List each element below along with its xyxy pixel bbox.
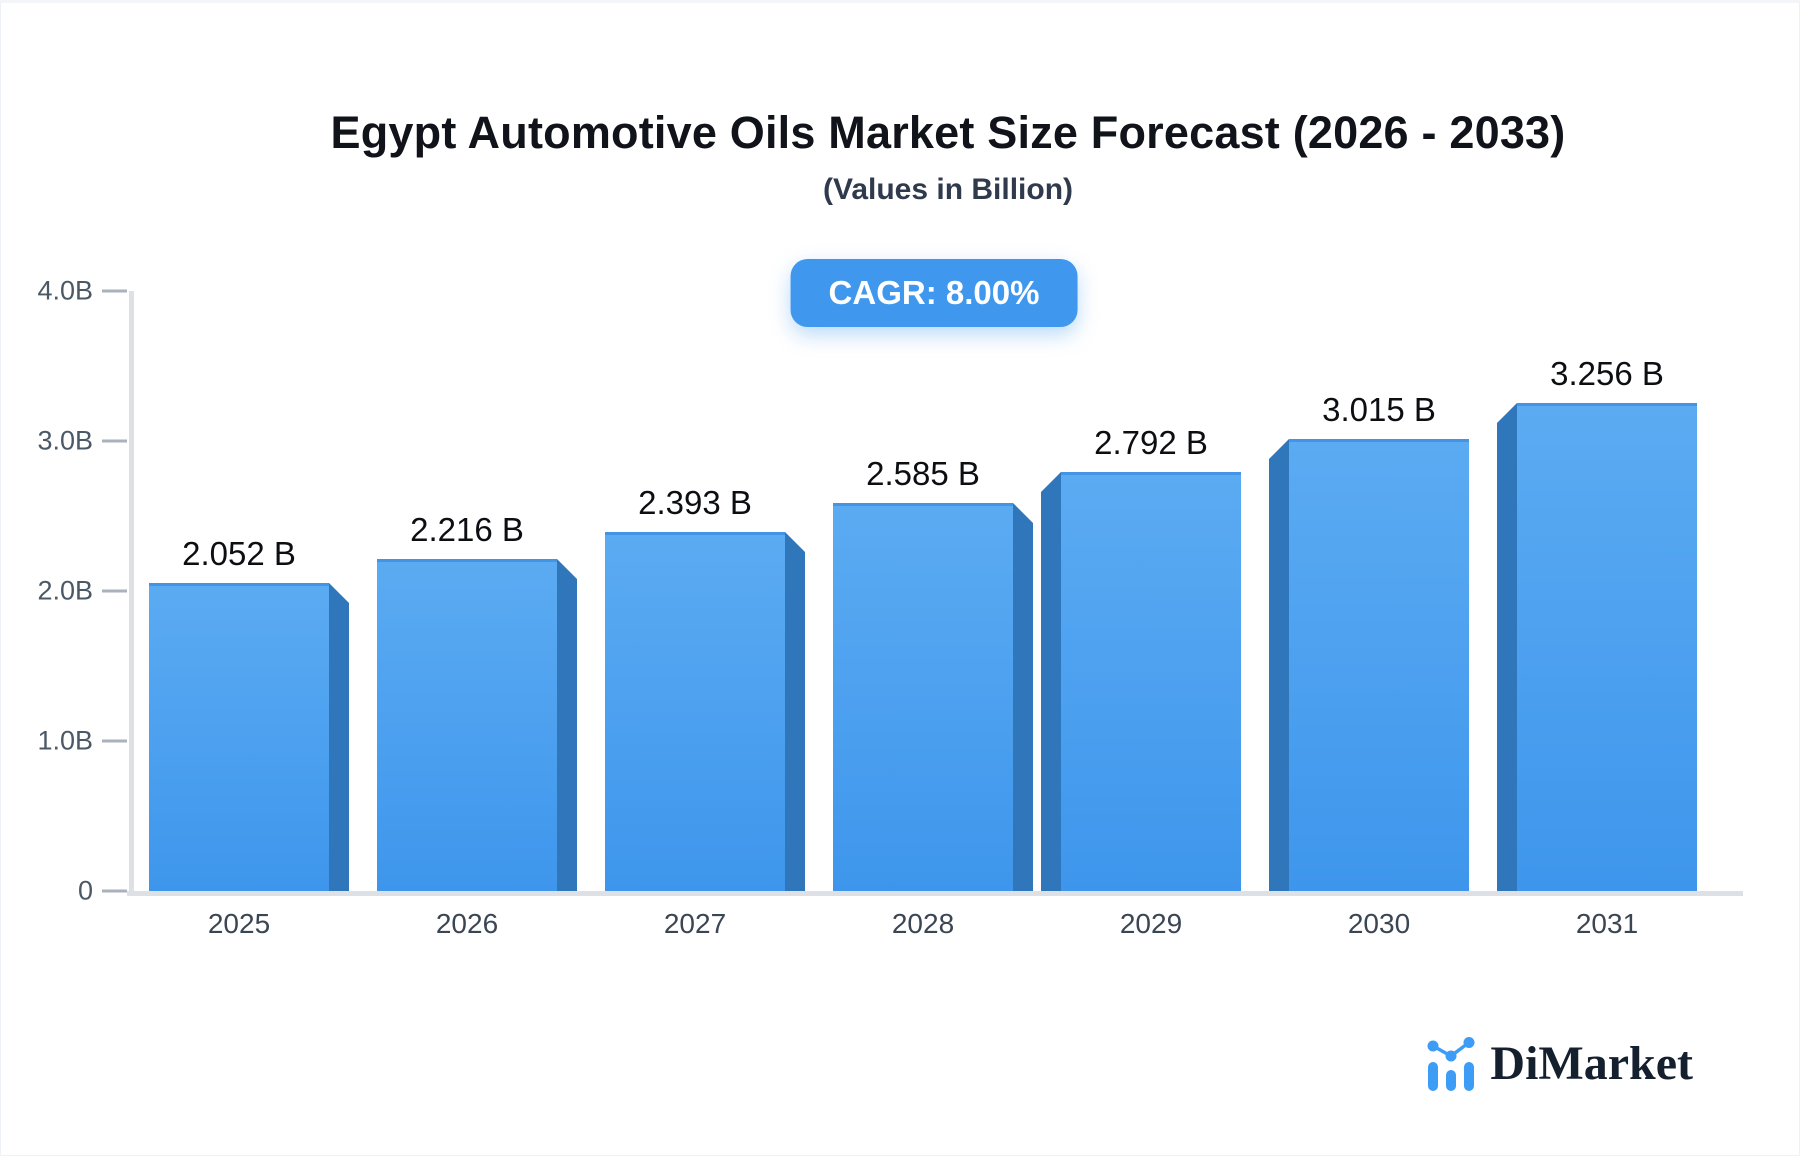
x-axis-label-2025: 2025: [207, 908, 271, 939]
chart-title: Egypt Automotive Oils Market Size Foreca…: [330, 107, 1566, 158]
bar-2030: [1289, 439, 1469, 891]
bar-2031: [1517, 403, 1697, 891]
bar-value-label-2028: 2.585 B: [866, 455, 980, 492]
dimarket-logo-icon: [1427, 1037, 1475, 1091]
y-axis-tick-label-3.0B: 3.0B: [37, 425, 93, 456]
bar-value-label-2026: 2.216 B: [410, 511, 524, 548]
bar-side-2028: [1013, 503, 1033, 891]
bar-value-label-2027: 2.393 B: [638, 484, 752, 521]
bar-2028: [833, 503, 1013, 891]
bar-2025: [149, 583, 329, 891]
bar-side-2026: [557, 559, 577, 891]
bar-2026: [377, 559, 557, 891]
y-axis-tick-label-0: 0: [77, 875, 93, 906]
x-axis-label-2028: 2028: [891, 908, 955, 939]
bar-side-2027: [785, 532, 805, 891]
bar-value-label-2031: 3.256 B: [1550, 355, 1664, 392]
bar-value-label-2029: 2.792 B: [1094, 424, 1208, 461]
bar-side-2030: [1269, 439, 1289, 891]
y-axis-tick-label-4.0B: 4.0B: [37, 275, 93, 306]
y-axis-tick-mark: [102, 289, 127, 293]
y-axis-tick-label-1.0B: 1.0B: [37, 725, 93, 756]
x-axis-label-2029: 2029: [1119, 908, 1183, 939]
bar-2027: [605, 532, 785, 891]
dimarket-logo-text: DiMarket: [1490, 1037, 1693, 1091]
bar-value-label-2030: 3.015 B: [1322, 391, 1436, 428]
x-axis-label-2030: 2030: [1347, 908, 1411, 939]
bar-side-2031: [1497, 403, 1517, 891]
y-axis-line: [129, 291, 134, 896]
y-axis-tick-mark: [102, 439, 127, 443]
chart-subtitle: (Values in Billion): [822, 173, 1074, 206]
bar-side-2029: [1041, 472, 1061, 891]
bar-2029: [1061, 472, 1241, 891]
x-axis-label-2027: 2027: [663, 908, 727, 939]
dimarket-logo: DiMarket: [1426, 1037, 1693, 1091]
x-axis-label-2031: 2031: [1575, 908, 1639, 939]
y-axis-tick-mark: [102, 739, 127, 743]
bar-side-2025: [329, 583, 349, 891]
y-axis-tick-label-2.0B: 2.0B: [37, 575, 93, 606]
cagr-badge: CAGR: 8.00%: [790, 259, 1078, 327]
y-axis-tick-mark: [102, 889, 127, 893]
bar-value-label-2025: 2.052 B: [182, 535, 296, 572]
y-axis-tick-mark: [102, 589, 127, 593]
x-axis-baseline: [127, 891, 1743, 896]
x-axis-label-2026: 2026: [435, 908, 499, 939]
